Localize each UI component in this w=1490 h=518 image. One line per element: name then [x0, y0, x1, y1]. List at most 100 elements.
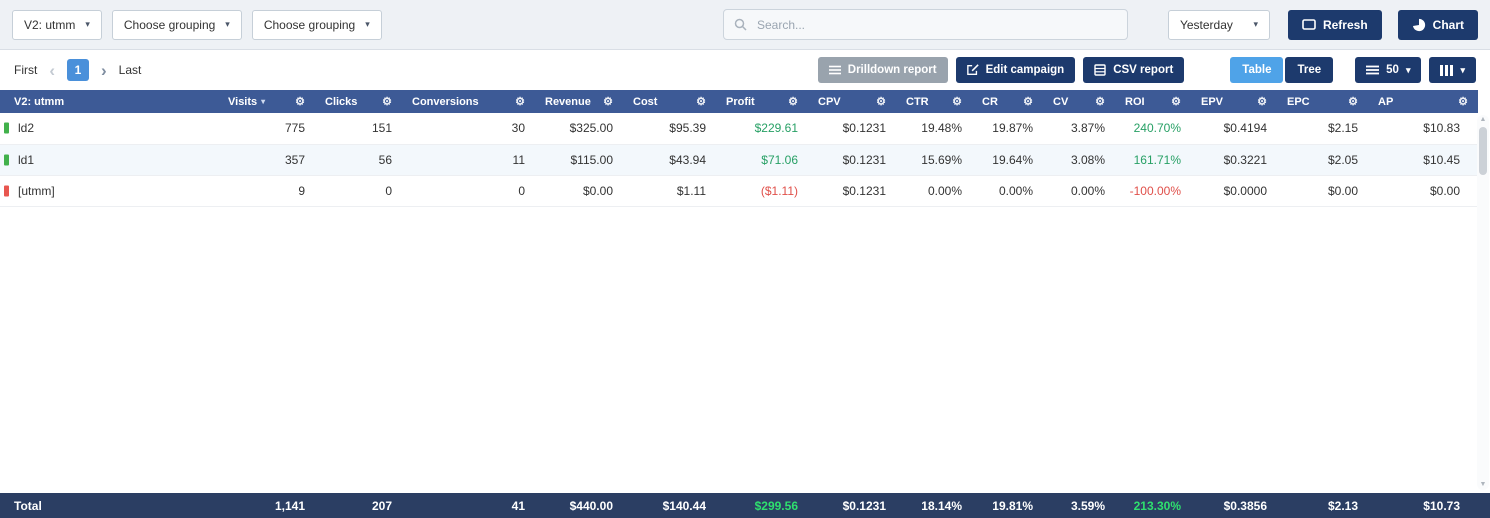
column-header-clicks[interactable]: Clicks ⚙: [315, 90, 402, 113]
grouping-select-2[interactable]: Choose grouping ▾: [251, 9, 382, 40]
chart-icon: [1412, 18, 1426, 32]
total-ap: $10.73: [1368, 493, 1478, 518]
column-settings-icon[interactable]: ⚙: [382, 96, 392, 108]
page-size-value: 50: [1386, 64, 1399, 76]
column-header-conversions[interactable]: Conversions ⚙: [402, 90, 535, 113]
columns-button[interactable]: ▾: [1429, 57, 1476, 83]
refresh-label: Refresh: [1322, 17, 1368, 32]
cell-cr: 0.00%: [972, 175, 1043, 207]
top-toolbar: V2: utmm ▾ Choose grouping ▾ Choose grou…: [0, 0, 1490, 50]
cell-cr: 19.87%: [972, 113, 1043, 145]
date-range-select[interactable]: Yesterday ▾: [1167, 9, 1270, 40]
refresh-button[interactable]: Refresh: [1287, 9, 1382, 40]
vertical-scrollbar[interactable]: ▲ ▼: [1477, 115, 1489, 490]
grouping-select-1-value: Choose grouping: [123, 17, 216, 32]
columns-icon: [1440, 64, 1454, 76]
column-settings-icon[interactable]: ⚙: [295, 96, 305, 108]
scroll-up-icon[interactable]: ▲: [1479, 116, 1487, 123]
column-header-ap[interactable]: AP ⚙: [1368, 90, 1478, 113]
chevron-left-icon[interactable]: ‹: [49, 60, 55, 80]
page-size-button[interactable]: 50 ▾: [1355, 57, 1422, 83]
cell-ctr: 19.48%: [896, 113, 972, 145]
scroll-down-icon[interactable]: ▼: [1479, 481, 1487, 488]
table-view-button[interactable]: Table: [1230, 57, 1284, 83]
drilldown-report-button[interactable]: Drilldown report: [817, 57, 948, 83]
cell-ctr: 0.00%: [896, 175, 972, 207]
row-name[interactable]: [utmm]: [18, 183, 55, 198]
chevron-right-icon[interactable]: ›: [101, 60, 107, 80]
cell-cpv: $0.1231: [808, 144, 896, 176]
chevron-down-icon: ▾: [365, 19, 370, 29]
total-bar: Total 1,141 207 41 $440.00 $140.44 $299.…: [0, 493, 1490, 518]
column-settings-icon[interactable]: ⚙: [1171, 96, 1181, 108]
pagination-first[interactable]: First: [14, 63, 38, 77]
column-settings-icon[interactable]: ⚙: [696, 96, 706, 108]
column-header-profit[interactable]: Profit ⚙: [716, 90, 808, 113]
table-row[interactable]: ld1 357 56 11 $115.00 $43.94 $71.06 $0.1…: [0, 144, 1478, 176]
page-number-button[interactable]: 1: [67, 59, 89, 81]
column-settings-icon[interactable]: ⚙: [788, 96, 798, 108]
tree-view-button[interactable]: Tree: [1285, 57, 1334, 83]
column-settings-icon[interactable]: ⚙: [515, 96, 525, 108]
edit-campaign-button[interactable]: Edit campaign: [955, 57, 1076, 83]
scrollbar-thumb[interactable]: [1479, 127, 1487, 175]
row-name[interactable]: ld2: [18, 121, 35, 136]
column-header-cost[interactable]: Cost ⚙: [623, 90, 716, 113]
chevron-down-icon: ▾: [1253, 19, 1258, 29]
column-settings-icon[interactable]: ⚙: [603, 96, 613, 108]
chart-button[interactable]: Chart: [1397, 9, 1478, 40]
pagination-last[interactable]: Last: [118, 63, 142, 77]
status-indicator: [4, 154, 9, 165]
table-header-row: V2: utmm Visits ▾ ⚙ Clicks ⚙ Conversions ⚙: [0, 90, 1478, 113]
cell-clicks: 0: [315, 175, 402, 207]
column-header-label: Clicks: [325, 95, 358, 108]
cell-cv: 3.87%: [1043, 113, 1115, 145]
search-input[interactable]: [754, 16, 1117, 33]
search-box[interactable]: [722, 9, 1128, 40]
column-header-epc[interactable]: EPC ⚙: [1277, 90, 1368, 113]
view-toggle: Table Tree: [1230, 57, 1334, 83]
edit-campaign-label: Edit campaign: [985, 64, 1065, 76]
csv-report-button[interactable]: CSV report: [1083, 57, 1185, 83]
cell-profit: $71.06: [716, 144, 808, 176]
column-header-label: AP: [1378, 95, 1394, 108]
column-settings-icon[interactable]: ⚙: [1458, 96, 1468, 108]
total-epv: $0.3856: [1191, 493, 1277, 518]
column-settings-icon[interactable]: ⚙: [1095, 96, 1105, 108]
column-settings-icon[interactable]: ⚙: [1023, 96, 1033, 108]
total-label: Total: [0, 493, 218, 518]
total-conversions: 41: [402, 493, 535, 518]
column-settings-icon[interactable]: ⚙: [952, 96, 962, 108]
cell-revenue: $0.00: [535, 175, 623, 207]
refresh-icon: [1302, 18, 1316, 31]
column-header-ctr[interactable]: CTR ⚙: [896, 90, 972, 113]
column-header-cv[interactable]: CV ⚙: [1043, 90, 1115, 113]
column-header-revenue[interactable]: Revenue ⚙: [535, 90, 623, 113]
table-row[interactable]: ld2 775 151 30 $325.00 $95.39 $229.61 $0…: [0, 113, 1478, 145]
column-settings-icon[interactable]: ⚙: [876, 96, 886, 108]
campaign-select[interactable]: V2: utmm ▾: [12, 9, 102, 40]
cell-visits: 357: [218, 144, 315, 176]
grouping-select-1[interactable]: Choose grouping ▾: [111, 9, 242, 40]
column-settings-icon[interactable]: ⚙: [1348, 96, 1358, 108]
grouping-select-2-value: Choose grouping: [263, 17, 356, 32]
cell-name[interactable]: [utmm]: [0, 175, 218, 207]
cell-name[interactable]: ld1: [0, 144, 218, 176]
cell-cpv: $0.1231: [808, 113, 896, 145]
total-visits: 1,141: [218, 493, 315, 518]
total-revenue: $440.00: [535, 493, 623, 518]
column-header-cpv[interactable]: CPV ⚙: [808, 90, 896, 113]
column-settings-icon[interactable]: ⚙: [1257, 96, 1267, 108]
column-header-epv[interactable]: EPV ⚙: [1191, 90, 1277, 113]
table-row[interactable]: [utmm] 9 0 0 $0.00 $1.11 ($1.11) $0.1231…: [0, 175, 1478, 207]
cell-name[interactable]: ld2: [0, 113, 218, 145]
column-header-name[interactable]: V2: utmm: [0, 90, 218, 113]
column-header-roi[interactable]: ROI ⚙: [1115, 90, 1191, 113]
row-name[interactable]: ld1: [18, 152, 35, 167]
column-header-visits[interactable]: Visits ▾ ⚙: [218, 90, 315, 113]
column-header-cr[interactable]: CR ⚙: [972, 90, 1043, 113]
pagination-bar: First ‹ 1 › Last Drilldown report Edit c…: [0, 50, 1490, 90]
cell-ap: $10.45: [1368, 144, 1478, 176]
cell-cv: 0.00%: [1043, 175, 1115, 207]
